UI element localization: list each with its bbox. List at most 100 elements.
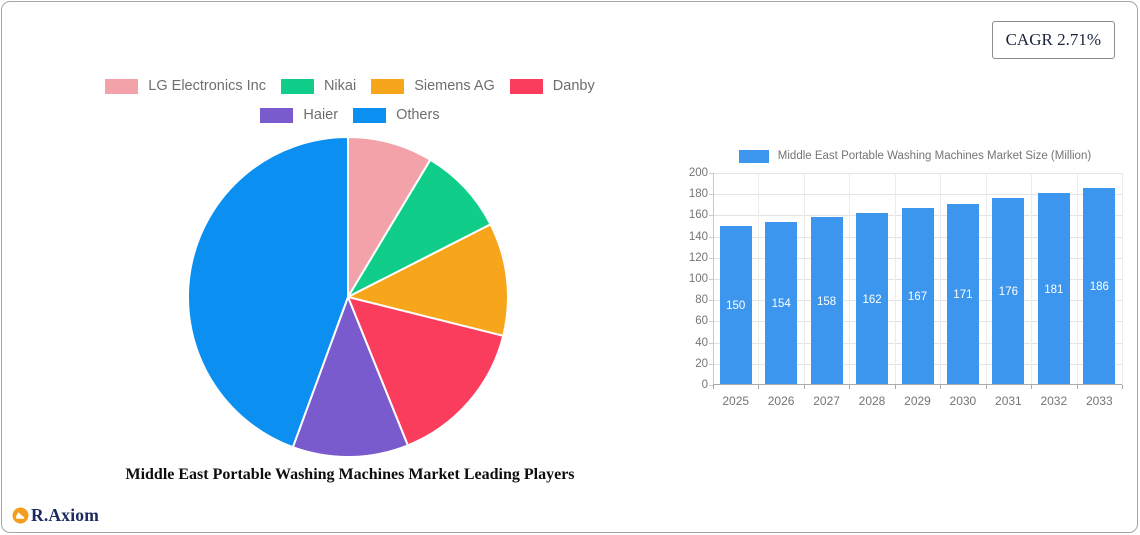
cagr-badge-label: CAGR 2.71%: [1005, 30, 1101, 49]
bar-2029: 167: [901, 207, 934, 384]
pie-legend-row-1: LG Electronics Inc Nikai Siemens AG Danby: [0, 78, 700, 94]
x-axis-label-2030: 2030: [949, 394, 977, 408]
bar-value-label: 154: [771, 297, 791, 310]
x-axis-tick: [849, 385, 851, 389]
bar-value-label: 171: [953, 288, 973, 301]
bar-chart-section: Middle East Portable Washing Machines Ma…: [689, 143, 1140, 423]
x-axis-label-2028: 2028: [858, 394, 886, 408]
y-axis-label: 80: [695, 294, 708, 307]
y-axis-label: 200: [688, 167, 708, 179]
gridline-v: [1122, 173, 1123, 385]
x-axis-label-2025: 2025: [722, 394, 750, 408]
legend-label-danby: Danby: [552, 78, 595, 94]
y-axis-label: 120: [688, 251, 708, 264]
gridline-v: [1031, 173, 1033, 385]
bar-value-label: 150: [726, 299, 746, 312]
bar-2031: 176: [992, 198, 1025, 384]
legend-swatch-danby: [509, 78, 543, 94]
x-axis-tick: [894, 385, 896, 389]
legend-item-others[interactable]: Others: [353, 107, 440, 123]
gridline-v: [985, 173, 987, 385]
pie-slice-nikai: [347, 158, 492, 298]
pie-slice-lg-electronics-inc: [347, 136, 432, 298]
x-axis-label-2031: 2031: [995, 394, 1022, 408]
pie-slice-siemens-ag: [347, 223, 509, 337]
gridline-v: [894, 173, 896, 385]
y-axis-line: [713, 173, 714, 385]
bar-value-label: 181: [1044, 283, 1064, 296]
legend-label-haier: Haier: [303, 107, 339, 123]
legend-swatch-nikai: [280, 78, 314, 94]
y-axis-tick: [709, 279, 713, 280]
logo-chart-icon: [12, 507, 29, 524]
pie-chart: [187, 136, 509, 458]
bar-2030: 171: [946, 203, 979, 384]
legend-label-lg-electronics-inc: LG Electronics Inc: [148, 78, 266, 94]
bar-value-label: 186: [1089, 280, 1109, 293]
y-axis-label: 160: [688, 209, 708, 222]
gridline-v: [803, 173, 805, 385]
brand-logo: R.Axiom: [12, 505, 99, 526]
x-axis-label-2033: 2033: [1085, 394, 1113, 408]
x-axis-tick: [1031, 385, 1033, 389]
legend-label-siemens-ag: Siemens AG: [414, 78, 495, 94]
legend-swatch-haier: [260, 107, 294, 123]
bar-value-label: 176: [998, 286, 1018, 299]
y-axis-tick: [709, 194, 713, 196]
y-axis-label: 180: [688, 188, 708, 201]
legend-item-nikai[interactable]: Nikai: [280, 78, 357, 94]
pie-section: LG Electronics Inc Nikai Siemens AG Danby H…: [0, 78, 700, 483]
legend-swatch-lg-electronics-inc: [105, 78, 139, 94]
y-axis-label: 60: [695, 315, 708, 328]
bar-value-label: 162: [862, 293, 882, 306]
bar-legend-label: Middle East Portable Washing Machines Ma…: [777, 150, 1092, 162]
y-axis-tick: [709, 257, 713, 259]
y-axis-label: 40: [695, 336, 708, 349]
x-axis-label-2027: 2027: [813, 394, 840, 408]
y-axis-tick: [709, 385, 713, 386]
cagr-badge: CAGR 2.71%: [991, 21, 1115, 59]
y-axis-label: 100: [688, 273, 708, 285]
y-axis-tick: [709, 173, 713, 174]
y-axis-label: 140: [688, 230, 708, 243]
logo-text: R.Axiom: [31, 505, 99, 525]
x-axis-tick: [1076, 385, 1078, 389]
gridline-v: [940, 173, 942, 385]
legend-item-siemens-ag[interactable]: Siemens AG: [371, 78, 495, 94]
y-axis-tick: [709, 236, 713, 238]
legend-item-haier[interactable]: Haier: [260, 107, 338, 123]
gridline-h: [713, 194, 1122, 196]
x-axis-label-2026: 2026: [767, 394, 795, 408]
bar-2027: 158: [810, 217, 843, 384]
x-axis-line: [713, 384, 1122, 385]
bar-value-label: 158: [817, 295, 837, 308]
bar-plot: 0 20 40 60 80 100 120 140 160 180 200 150 2025 154 202…: [689, 167, 1123, 408]
x-axis-tick: [758, 385, 760, 389]
legend-label-nikai: Nikai: [323, 78, 357, 94]
gridline-h: [713, 173, 1122, 174]
gridline-v: [849, 173, 851, 385]
y-axis-label: 0: [701, 379, 708, 391]
bar-2028: 162: [856, 213, 889, 384]
y-axis-tick: [709, 321, 713, 323]
legend-item-lg-electronics-inc[interactable]: LG Electronics Inc: [105, 78, 266, 94]
x-axis-tick: [940, 385, 942, 389]
x-axis-label-2032: 2032: [1040, 394, 1068, 408]
pie-slice-others: [187, 136, 349, 449]
bar-chart-legend[interactable]: Middle East Portable Washing Machines Ma…: [690, 149, 1140, 163]
x-axis-tick: [713, 385, 714, 389]
bar-2026: 154: [765, 221, 798, 384]
y-axis-tick: [709, 300, 713, 302]
legend-label-others: Others: [396, 107, 440, 123]
pie-slice-danby: [347, 296, 505, 447]
bar-2033: 186: [1083, 187, 1116, 384]
x-axis-tick: [803, 385, 805, 389]
legend-item-danby[interactable]: Danby: [509, 78, 595, 94]
x-axis-label-2029: 2029: [904, 394, 931, 408]
legend-swatch-siemens-ag: [371, 78, 405, 94]
bar-2025: 150: [719, 225, 752, 384]
gridline-v: [758, 173, 760, 385]
gridline-v: [1076, 173, 1078, 385]
x-axis-tick: [1122, 385, 1123, 389]
pie-chart-title: Middle East Portable Washing Machines Ma…: [125, 466, 575, 483]
